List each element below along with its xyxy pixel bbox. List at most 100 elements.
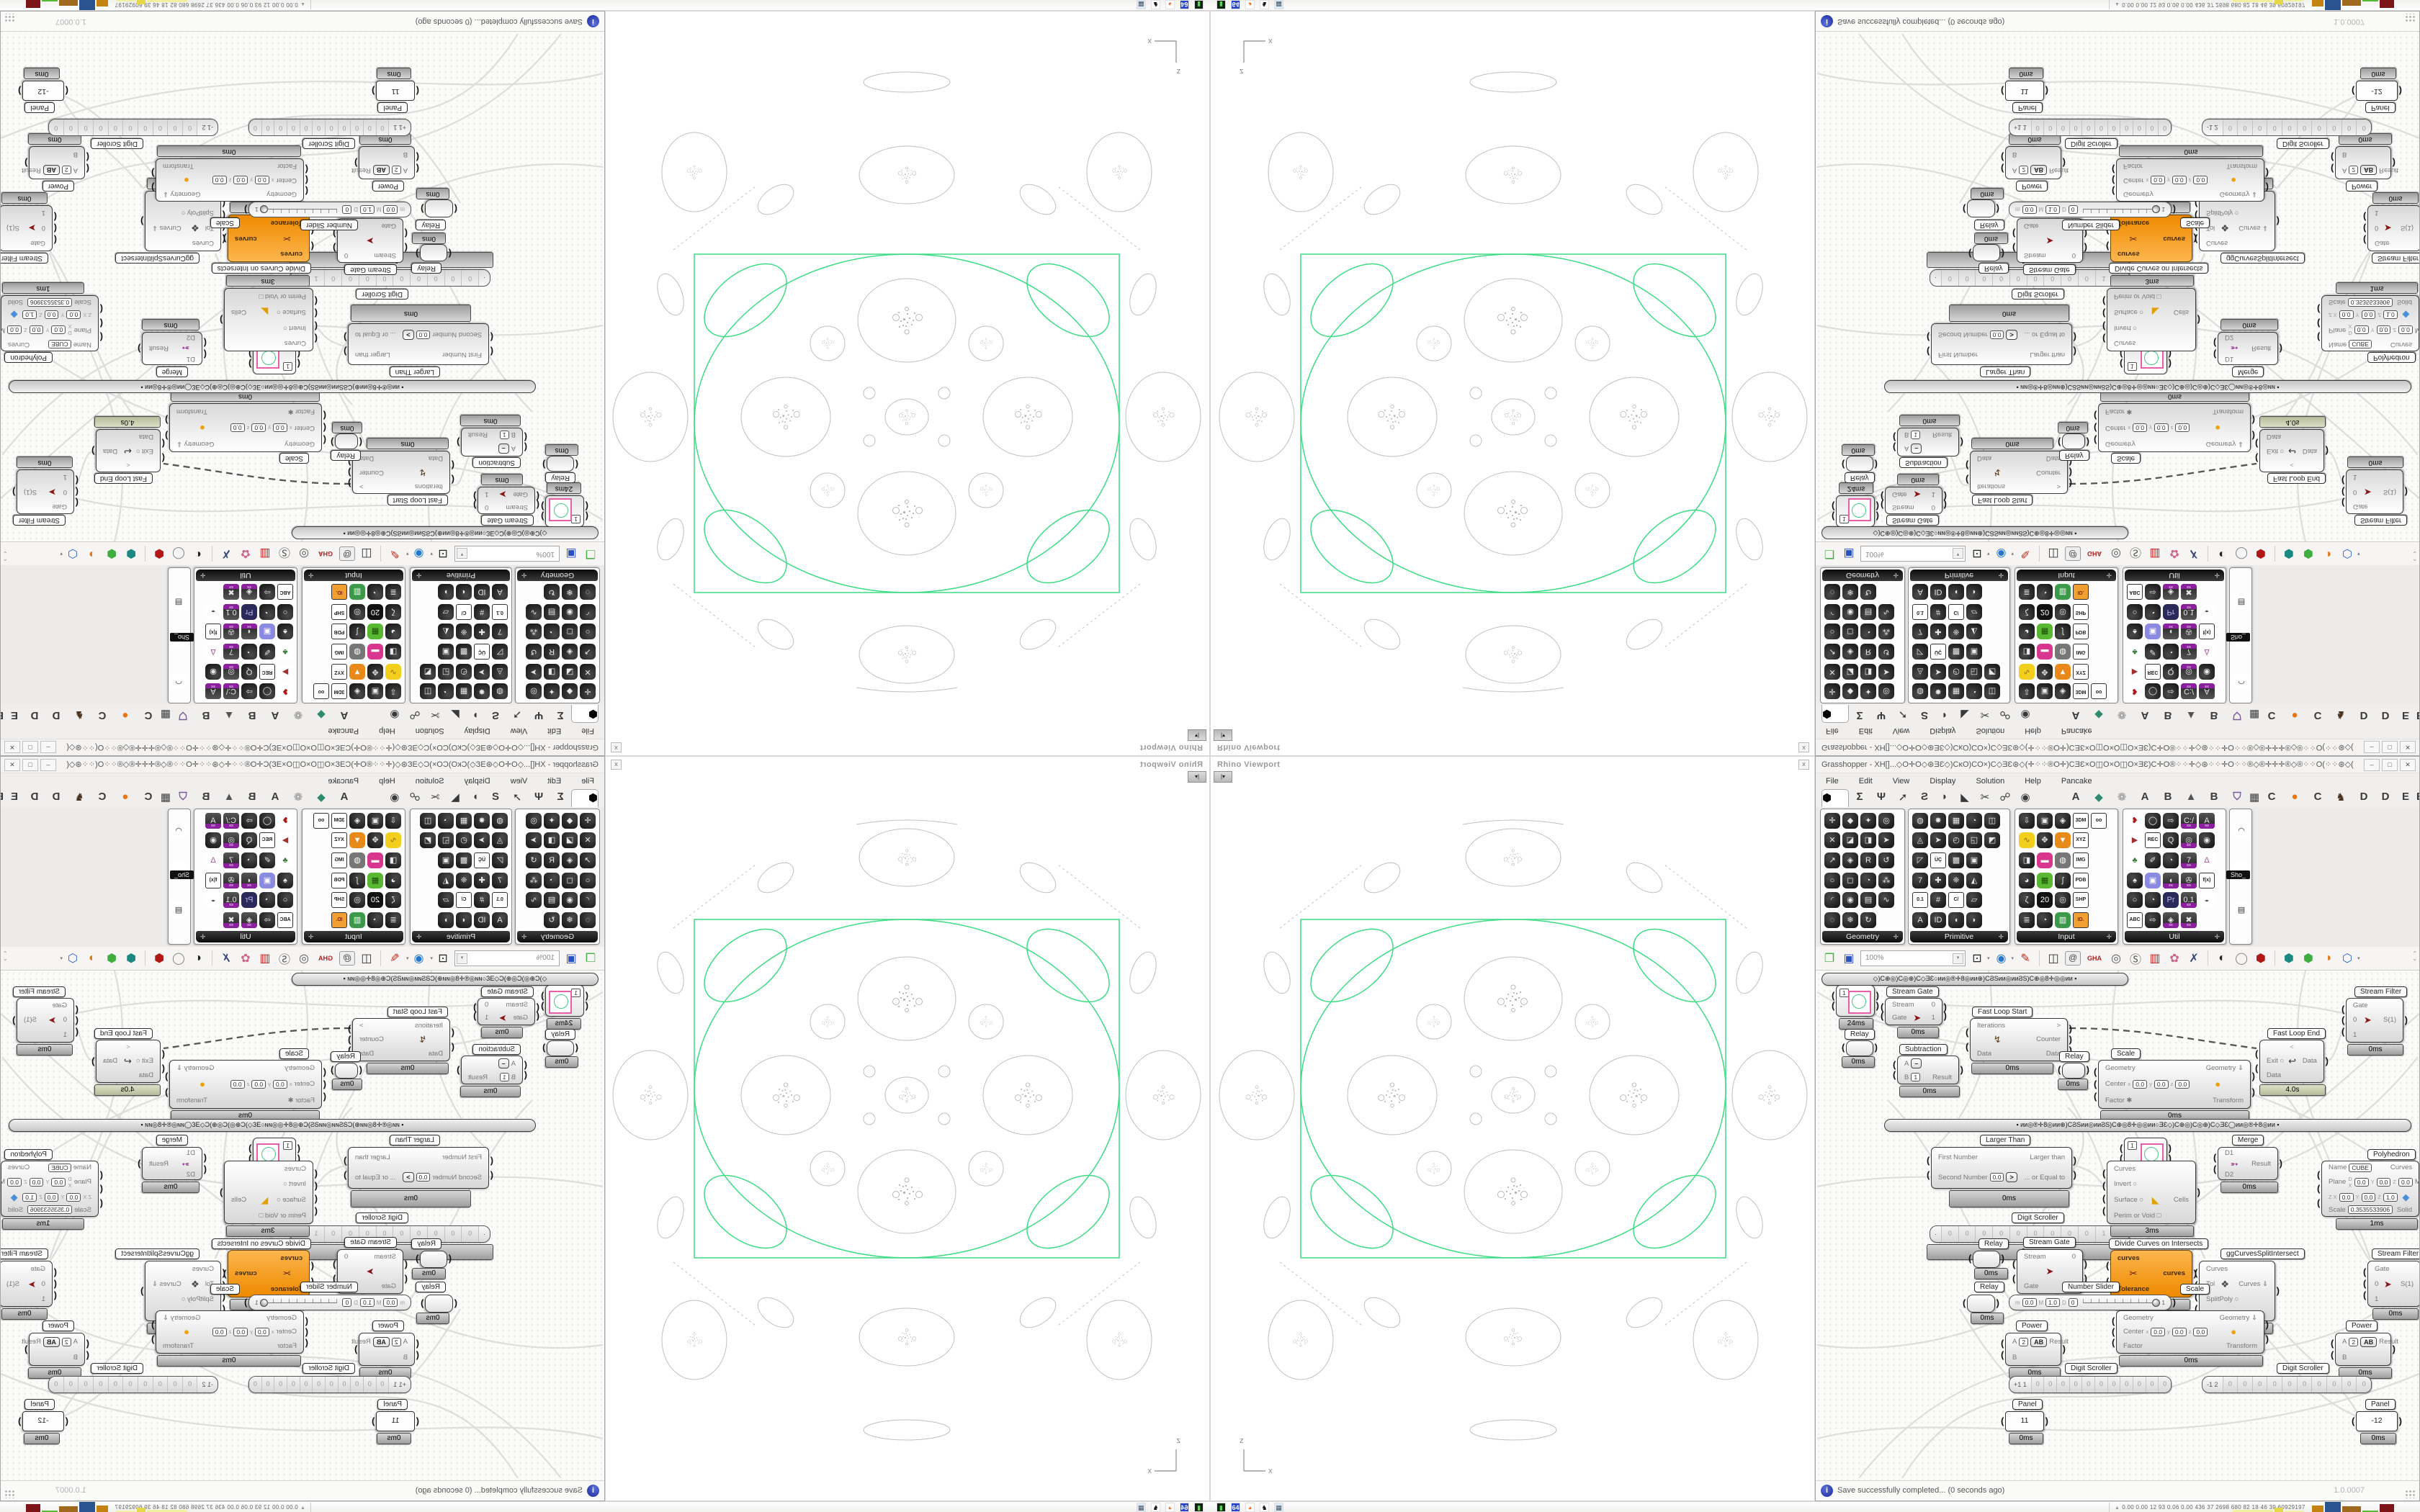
preview-wire-icon[interactable]: ◯ bbox=[2235, 547, 2248, 559]
palette-icon[interactable]: ❄ bbox=[1842, 912, 1858, 929]
palette-name-bar[interactable]: Input ✛ bbox=[304, 570, 403, 581]
scroller-digit[interactable]: 0 bbox=[313, 1377, 326, 1392]
input-port[interactable]: ( bbox=[2341, 1025, 2345, 1037]
palette-icon[interactable]: ▤ bbox=[2233, 593, 2249, 610]
relay-node[interactable]: () bbox=[2058, 1063, 2089, 1079]
relay-node[interactable]: () bbox=[542, 456, 578, 472]
menu-view[interactable]: View bbox=[510, 726, 528, 736]
component[interactable]: First Number Larger than Second Number 0.0 >… bbox=[1927, 323, 2076, 365]
save-file-icon[interactable]: ▣ bbox=[1843, 547, 1855, 559]
scroller-digit[interactable]: 0 bbox=[123, 120, 138, 135]
output-port[interactable]: ) bbox=[1943, 1001, 1947, 1012]
output-port[interactable]: ) bbox=[2398, 86, 2402, 96]
gh-tab[interactable]: B bbox=[2164, 791, 2172, 803]
input-port[interactable]: ( bbox=[2102, 1180, 2106, 1192]
input-port[interactable]: ( bbox=[1968, 1253, 1972, 1264]
palette-icon[interactable]: ✖ bbox=[223, 583, 239, 600]
palette-icon[interactable]: ▩ bbox=[456, 852, 472, 869]
palette-icon[interactable]: ◗ bbox=[438, 912, 454, 929]
component[interactable]: < Exit ○ ↩ Data Data(() bbox=[2255, 1040, 2329, 1083]
output-port[interactable]: ) bbox=[140, 1285, 144, 1296]
palette-name-bar[interactable]: Geometry ✛ bbox=[1822, 931, 1903, 942]
input-port[interactable]: ( bbox=[2317, 332, 2321, 343]
input-port[interactable]: ( bbox=[1966, 1027, 1969, 1038]
component[interactable]: Geometry Geometry ⇓ Center x 0.0 y 0.0 z 0.0 ● Fac… bbox=[2112, 1310, 2269, 1354]
gh-tab[interactable]: A bbox=[2141, 791, 2149, 803]
relay-node[interactable]: () bbox=[421, 199, 457, 217]
palette-icon[interactable]: ◴ bbox=[1948, 663, 1964, 680]
scroller-digit[interactable]: 0 bbox=[363, 120, 377, 135]
component[interactable]: Geometry Geometry ⇓ Center x 0.0 y 0.0 z 0.0 ● Fac… bbox=[2112, 158, 2269, 202]
palette-icon[interactable]: ◫ bbox=[1984, 812, 2000, 829]
palette-icon[interactable]: 20 bbox=[2037, 892, 2053, 909]
gem-blue-icon[interactable]: ⬡ bbox=[2342, 547, 2353, 559]
output-port[interactable]: ) bbox=[151, 1319, 155, 1330]
component-label[interactable]: Subtraction bbox=[1899, 457, 1948, 468]
palette-icon[interactable]: ♠ bbox=[2127, 624, 2143, 640]
output-port[interactable]: ) bbox=[372, 1416, 375, 1426]
scroller-digit[interactable]: 0 bbox=[2030, 1377, 2044, 1392]
palette-icon[interactable]: ➤ bbox=[474, 663, 490, 680]
component-label[interactable]: Stream Filter bbox=[1, 253, 48, 264]
palette-icon[interactable]: ◭ bbox=[438, 872, 454, 888]
output-port[interactable]: ) bbox=[24, 158, 28, 168]
input-port[interactable]: ( bbox=[575, 459, 578, 470]
scroller-digit[interactable]: 0 bbox=[2251, 120, 2267, 135]
input-port[interactable]: ( bbox=[161, 1063, 165, 1074]
palette-icon[interactable]: ▥ bbox=[349, 912, 365, 929]
input-port[interactable]: ( bbox=[2001, 1416, 2004, 1426]
menu-help[interactable]: Help bbox=[379, 726, 395, 736]
chevron-down-icon[interactable]: ▾ bbox=[2357, 551, 2360, 556]
input-port[interactable]: ( bbox=[2195, 234, 2198, 246]
close-button[interactable]: ✕ bbox=[4, 741, 20, 753]
input-port[interactable]: ( bbox=[1832, 1000, 1835, 1012]
palette-icon[interactable]: XYZ bbox=[2073, 663, 2089, 680]
component-label[interactable]: Merge bbox=[156, 366, 188, 377]
palette-icon[interactable]: ✥ bbox=[2037, 832, 2053, 849]
input-port[interactable]: ( bbox=[2102, 320, 2106, 332]
group-header[interactable]: ▪ ии◎®✛8◎ии⊕)CϨЅии◎ииϨЅ)C⊕◎8✛◎◎ии○ƎƐ◇)C⊕… bbox=[1884, 380, 2411, 393]
palette-icon[interactable]: ◈ bbox=[349, 812, 365, 829]
palette-icon[interactable]: ◨ bbox=[544, 663, 560, 680]
relay-node[interactable]: () bbox=[416, 244, 452, 261]
palette-icon[interactable]: ⇨ bbox=[2163, 683, 2179, 700]
palette-icon[interactable]: Δ bbox=[205, 852, 221, 869]
palette-icon[interactable]: ◜ bbox=[580, 603, 596, 620]
palette-icon[interactable]: ◯ bbox=[259, 683, 275, 700]
palette-icon[interactable]: ∿ bbox=[2019, 832, 2035, 849]
component-label[interactable]: Power bbox=[372, 1320, 404, 1331]
palette-icon[interactable]: ◱ bbox=[438, 663, 454, 680]
menu-display[interactable]: Display bbox=[1930, 776, 1956, 786]
palette-icon[interactable]: ◖ bbox=[241, 872, 257, 888]
input-port[interactable]: ( bbox=[2363, 1278, 2367, 1289]
input-port[interactable]: ( bbox=[2102, 333, 2106, 345]
preview-off-icon[interactable]: ◐ bbox=[194, 548, 202, 560]
calculator-icon[interactable]: ▦ bbox=[1274, 1503, 1283, 1512]
gh-tab[interactable]: ➚ bbox=[1898, 791, 1908, 804]
input-port[interactable]: ( bbox=[2120, 1142, 2123, 1153]
component[interactable]: First Number Larger than Second Number 0.0 >… bbox=[344, 1147, 493, 1189]
palette-icon[interactable]: ◔ bbox=[241, 643, 257, 660]
component-label[interactable]: Scale bbox=[210, 217, 240, 228]
palette-icon[interactable]: ▬ bbox=[367, 852, 383, 869]
sketch-icon[interactable]: ✎ bbox=[2020, 547, 2030, 559]
chevron-down-icon[interactable]: ▾ bbox=[1987, 551, 1990, 556]
output-port[interactable]: ) bbox=[1996, 1297, 1999, 1308]
chevron-down-icon[interactable]: ▾ bbox=[405, 956, 409, 961]
palette-icon[interactable]: C/ bbox=[456, 892, 472, 909]
number-slider[interactable]: m 0.0 M 1.0 D 0 1) bbox=[2009, 202, 2176, 217]
gh-tab[interactable]: E bbox=[0, 709, 9, 721]
component-label[interactable]: Merge bbox=[2232, 366, 2264, 377]
palette-expand-icon[interactable]: ✛ bbox=[1998, 572, 2004, 579]
gem-green-icon[interactable]: ⬢ bbox=[2303, 547, 2314, 559]
palette-icon[interactable]: ID bbox=[474, 912, 490, 929]
number-slider[interactable]: m 0.0 M 1.0 D 0 1) bbox=[244, 1295, 411, 1310]
gh-tab[interactable]: ➚ bbox=[512, 708, 522, 721]
output-port[interactable]: ) bbox=[473, 1010, 477, 1022]
palette-icon[interactable]: ◍ bbox=[1912, 812, 1928, 829]
component-label[interactable]: Relay bbox=[1845, 1029, 1875, 1040]
palette-icon[interactable]: ▼ bbox=[349, 663, 365, 680]
output-port[interactable]: ) bbox=[248, 1142, 252, 1153]
palette-icon[interactable]: ▶ bbox=[277, 832, 293, 849]
